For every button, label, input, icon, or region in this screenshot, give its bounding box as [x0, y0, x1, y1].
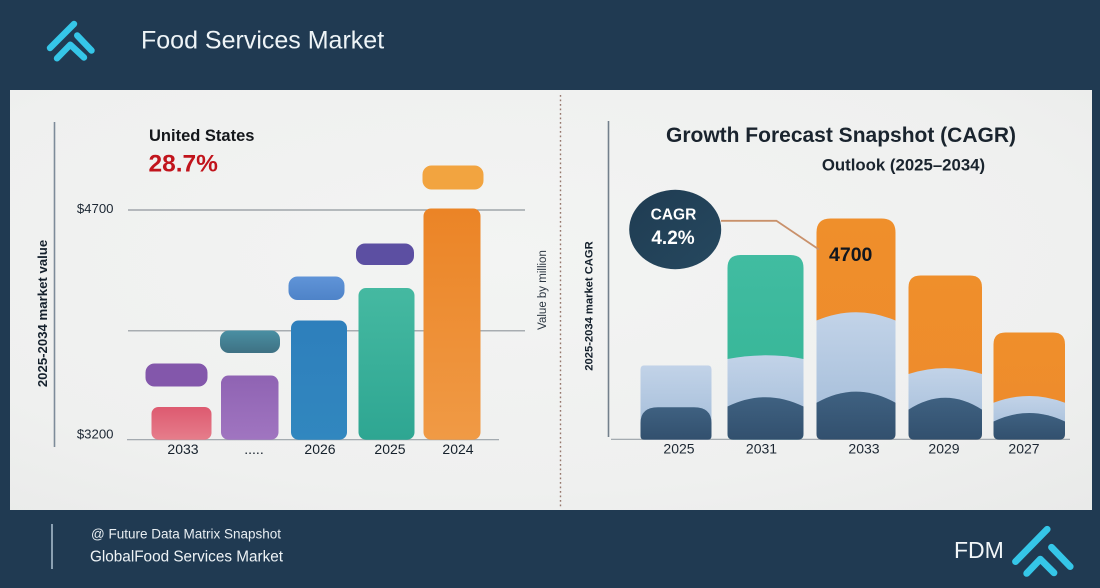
svg-text:Food Services Market: Food Services Market [141, 27, 384, 55]
svg-text:2033: 2033 [848, 441, 879, 457]
svg-text:@ Future Data Matrix Snapshot: @ Future Data Matrix Snapshot [91, 527, 281, 542]
svg-text:Outlook (2025–2034): Outlook (2025–2034) [822, 156, 985, 175]
svg-text:2026: 2026 [304, 441, 335, 457]
svg-text:2029: 2029 [928, 441, 959, 457]
svg-text:2033: 2033 [167, 441, 198, 457]
svg-text:2031: 2031 [746, 441, 777, 457]
svg-text:2025: 2025 [374, 441, 405, 457]
svg-text:Growth Forecast Snapshot (CAGR: Growth Forecast Snapshot (CAGR) [666, 124, 1016, 147]
svg-text:2025: 2025 [663, 441, 694, 457]
svg-text:2024: 2024 [442, 441, 473, 457]
svg-text:CAGR: CAGR [651, 207, 697, 224]
svg-text:2025-2034 market value: 2025-2034 market value [35, 240, 50, 387]
svg-text:FDM: FDM [954, 537, 1004, 563]
svg-text:4700: 4700 [829, 244, 873, 266]
svg-text:2025-2034 market CAGR: 2025-2034 market CAGR [584, 241, 596, 370]
svg-text:Value by million: Value by million [537, 250, 549, 330]
svg-text:4.2%: 4.2% [651, 228, 694, 249]
svg-text:GlobalFood Services Market: GlobalFood Services Market [90, 549, 284, 566]
svg-text:United States: United States [149, 127, 254, 145]
svg-text:.....: ..... [244, 441, 263, 457]
svg-text:28.7%: 28.7% [149, 151, 219, 178]
svg-text:$4700: $4700 [77, 201, 114, 216]
svg-text:$3200: $3200 [77, 427, 114, 442]
svg-text:2027: 2027 [1008, 441, 1039, 457]
